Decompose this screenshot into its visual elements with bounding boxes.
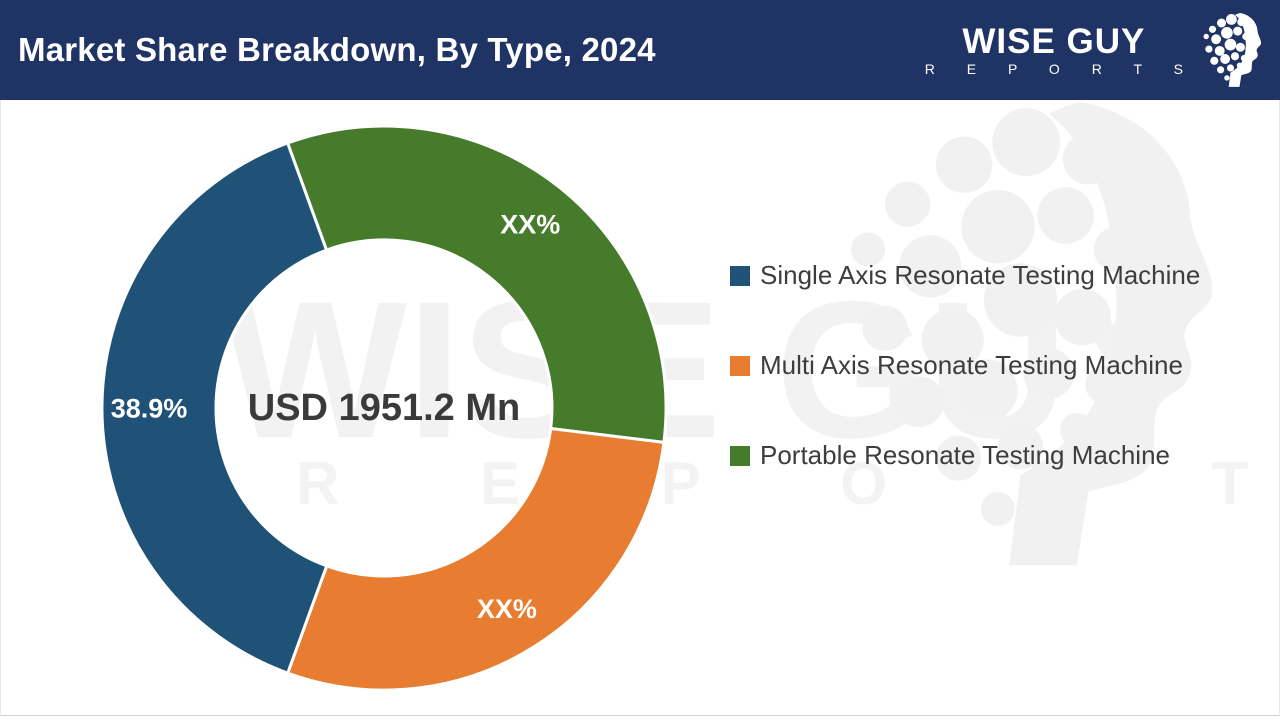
legend-swatch-icon (730, 265, 750, 286)
logo-wordmark: WISE GUY (962, 22, 1146, 61)
donut-segment-1[interactable] (285, 426, 666, 692)
page-title: Market Share Breakdown, By Type, 2024 (18, 31, 656, 68)
center-value: USD 1951.2 Mn (247, 387, 521, 429)
legend-item-0[interactable]: Single Axis Resonate Testing Machine (730, 260, 1200, 291)
segment-value-label: XX% (500, 210, 560, 240)
legend: Single Axis Resonate Testing Machine Mult… (730, 260, 1200, 471)
donut-segment-2[interactable] (285, 124, 668, 445)
legend-label: Single Axis Resonate Testing Machine (760, 260, 1201, 290)
legend-swatch-icon (730, 355, 750, 376)
segment-value-label: 38.9% (111, 394, 188, 424)
logo-text: WISE GUY R E P O R T S (911, 22, 1197, 78)
legend-label: Portable Resonate Testing Machine (760, 440, 1170, 470)
header: Market Share Breakdown, By Type, 2024 WI… (0, 0, 1280, 100)
logo-head-icon (1203, 13, 1262, 87)
legend-item-2[interactable]: Portable Resonate Testing Machine (730, 440, 1200, 471)
legend-item-1[interactable]: Multi Axis Resonate Testing Machine (730, 350, 1200, 381)
legend-swatch-icon (730, 445, 750, 466)
logo-subtitle: R E P O R T S (924, 61, 1197, 77)
chart-canvas: WISE GUY R E P O R T S XX%XX%38.9% USD 1… (0, 100, 1280, 716)
donut-segment-0[interactable] (100, 141, 329, 676)
segment-value-label: XX% (477, 594, 537, 624)
brand-logo: WISE GUY R E P O R T S (911, 11, 1262, 89)
donut-chart: XX% XX% 38.9% (100, 124, 668, 692)
legend-label: Multi Axis Resonate Testing Machine (760, 350, 1183, 380)
